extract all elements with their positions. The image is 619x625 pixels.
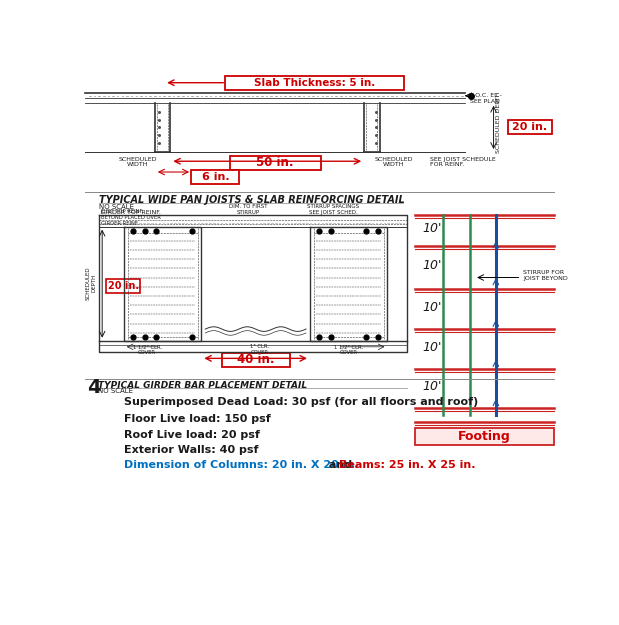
Text: Dimension of Columns: 20 in. X 20 in.: Dimension of Columns: 20 in. X 20 in. <box>124 461 358 471</box>
FancyBboxPatch shape <box>508 121 552 134</box>
Text: 1 1/2" CLR.
COVER: 1 1/2" CLR. COVER <box>132 344 162 355</box>
Text: 10': 10' <box>423 341 442 354</box>
Text: STIRRUP FOR
JOIST BEYOND: STIRRUP FOR JOIST BEYOND <box>523 270 568 281</box>
FancyBboxPatch shape <box>106 279 140 293</box>
Text: 10': 10' <box>423 301 442 314</box>
Text: 1" CLR.
COVER: 1" CLR. COVER <box>250 344 269 355</box>
FancyBboxPatch shape <box>230 156 321 170</box>
Text: Slab Thickness: 5 in.: Slab Thickness: 5 in. <box>254 78 375 88</box>
FancyBboxPatch shape <box>191 170 240 184</box>
Text: 20 in.: 20 in. <box>512 122 547 132</box>
Text: 6 in.: 6 in. <box>202 172 229 182</box>
Text: Footing: Footing <box>458 429 511 442</box>
Text: and: and <box>326 461 357 471</box>
Text: SCHEDULED DEPTH: SCHEDULED DEPTH <box>496 92 501 154</box>
Text: 10': 10' <box>423 222 442 236</box>
FancyBboxPatch shape <box>225 76 404 89</box>
Bar <box>415 428 554 444</box>
Text: TYPICAL WIDE PAN JOISTS & SLAB REINFORCING DETAIL: TYPICAL WIDE PAN JOISTS & SLAB REINFORCI… <box>99 195 405 205</box>
Text: SCHEDULED
DEPTH: SCHEDULED DEPTH <box>86 266 97 300</box>
Text: NO SCALE: NO SCALE <box>98 388 133 394</box>
Text: Roof Live load: 20 psf: Roof Live load: 20 psf <box>124 429 260 439</box>
Text: 50 in.: 50 in. <box>256 156 294 169</box>
FancyBboxPatch shape <box>222 353 290 367</box>
Text: SCHEDULED
WIDTH: SCHEDULED WIDTH <box>374 157 413 168</box>
Text: 1 1/2" CLR.
COVER: 1 1/2" CLR. COVER <box>334 344 363 355</box>
Text: Beams: 25 in. X 25 in.: Beams: 25 in. X 25 in. <box>339 461 476 471</box>
Text: DIM. TO FIRST
STIRRUP: DIM. TO FIRST STIRRUP <box>228 204 267 215</box>
Text: T.O.C. EL.-
SEE PLAN: T.O.C. EL.- SEE PLAN <box>470 94 502 104</box>
Text: Superimposed Dead Load: 30 psf (for all floors and roof): Superimposed Dead Load: 30 psf (for all … <box>124 398 478 408</box>
Text: 4: 4 <box>87 378 100 397</box>
Text: 40 in.: 40 in. <box>237 353 274 366</box>
Text: STIRRUP SPACINGS
SEE JOIST SCHED.: STIRRUP SPACINGS SEE JOIST SCHED. <box>307 204 359 215</box>
Text: GIRDER TOP REINF.: GIRDER TOP REINF. <box>101 209 160 214</box>
Text: Exterior Walls: 40 psf: Exterior Walls: 40 psf <box>124 445 258 455</box>
Text: JOIST TOP REINF.
BEYOND PLACED OVER
GIRDER REINF.: JOIST TOP REINF. BEYOND PLACED OVER GIRD… <box>101 209 160 226</box>
Text: TYPICAL GIRDER BAR PLACEMENT DETAIL: TYPICAL GIRDER BAR PLACEMENT DETAIL <box>98 381 308 390</box>
Text: SEE JOIST SCHEDULE
FOR REINF.: SEE JOIST SCHEDULE FOR REINF. <box>430 157 496 168</box>
Text: SCHEDULED
WIDTH: SCHEDULED WIDTH <box>119 157 157 168</box>
Text: 20 in.: 20 in. <box>108 281 139 291</box>
Text: 10': 10' <box>423 381 442 393</box>
Text: Floor Live load: 150 psf: Floor Live load: 150 psf <box>124 414 271 424</box>
Text: NO SCALE: NO SCALE <box>99 204 134 211</box>
Text: 10': 10' <box>423 259 442 272</box>
